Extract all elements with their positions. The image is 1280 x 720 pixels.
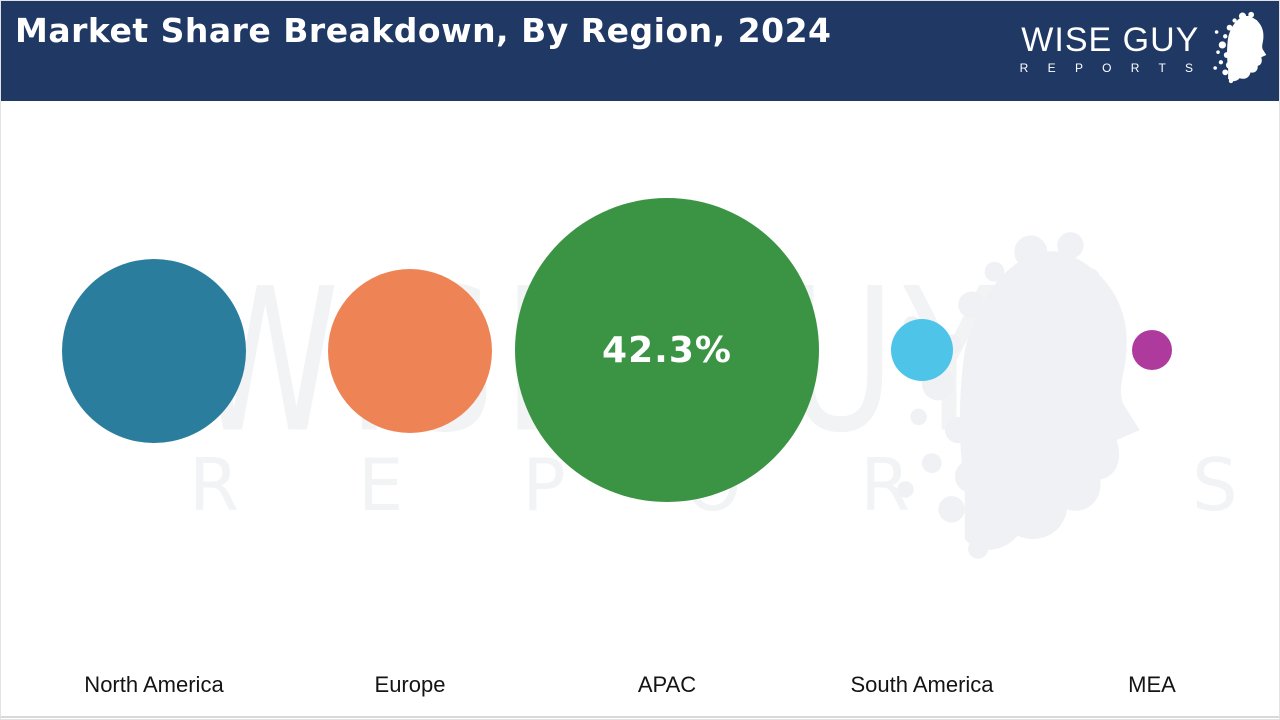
category-label-north-america: North America bbox=[84, 672, 224, 697]
bubble-apac: 42.3% bbox=[515, 198, 819, 502]
category-label-south-america: South America bbox=[850, 672, 994, 697]
wiseguy-logo: WISE GUY R E P O R T S bbox=[1020, 9, 1267, 91]
wiseguy-head-watermark-icon bbox=[897, 232, 1140, 559]
bubble-south-america bbox=[891, 319, 953, 381]
category-label-europe: Europe bbox=[374, 672, 446, 697]
bubble-mea bbox=[1132, 330, 1172, 370]
header-bar: Market Share Breakdown, By Region, 2024 … bbox=[1, 1, 1279, 101]
wiseguy-head-icon bbox=[1213, 11, 1267, 84]
logo-wordmark: WISE GUY bbox=[1021, 21, 1200, 59]
category-label-mea: MEA bbox=[1128, 672, 1176, 697]
page-title: Market Share Breakdown, By Region, 2024 bbox=[15, 11, 832, 50]
bubble-europe bbox=[328, 269, 492, 433]
category-label-apac: APAC bbox=[637, 672, 697, 697]
bottom-divider bbox=[1, 716, 1279, 718]
logo-text: WISE GUY R E P O R T S bbox=[1020, 23, 1201, 75]
logo-subtitle: R E P O R T S bbox=[1019, 61, 1201, 75]
bubble-north-america bbox=[62, 259, 246, 443]
bubble-value-label: 42.3% bbox=[602, 329, 732, 371]
